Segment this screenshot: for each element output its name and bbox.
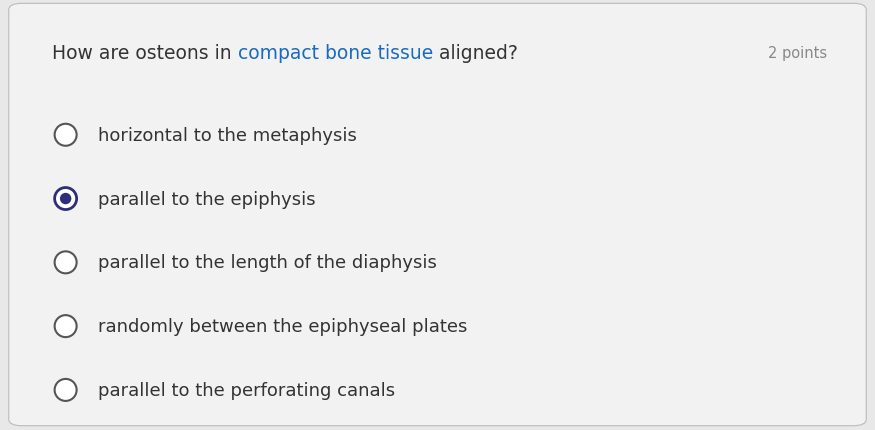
Text: 2 points: 2 points: [767, 46, 827, 61]
Text: parallel to the epiphysis: parallel to the epiphysis: [99, 190, 316, 208]
Text: randomly between the epiphyseal plates: randomly between the epiphyseal plates: [99, 317, 468, 335]
Text: parallel to the length of the diaphysis: parallel to the length of the diaphysis: [99, 254, 438, 272]
Ellipse shape: [54, 379, 77, 401]
Ellipse shape: [54, 252, 77, 274]
Ellipse shape: [60, 194, 72, 205]
FancyBboxPatch shape: [9, 4, 866, 426]
Text: aligned?: aligned?: [433, 44, 518, 63]
Text: compact bone tissue: compact bone tissue: [238, 44, 433, 63]
Ellipse shape: [54, 188, 77, 210]
Text: How are osteons in: How are osteons in: [52, 44, 238, 63]
Text: horizontal to the metaphysis: horizontal to the metaphysis: [99, 126, 357, 144]
Ellipse shape: [54, 315, 77, 338]
Ellipse shape: [54, 124, 77, 147]
Text: parallel to the perforating canals: parallel to the perforating canals: [99, 381, 396, 399]
